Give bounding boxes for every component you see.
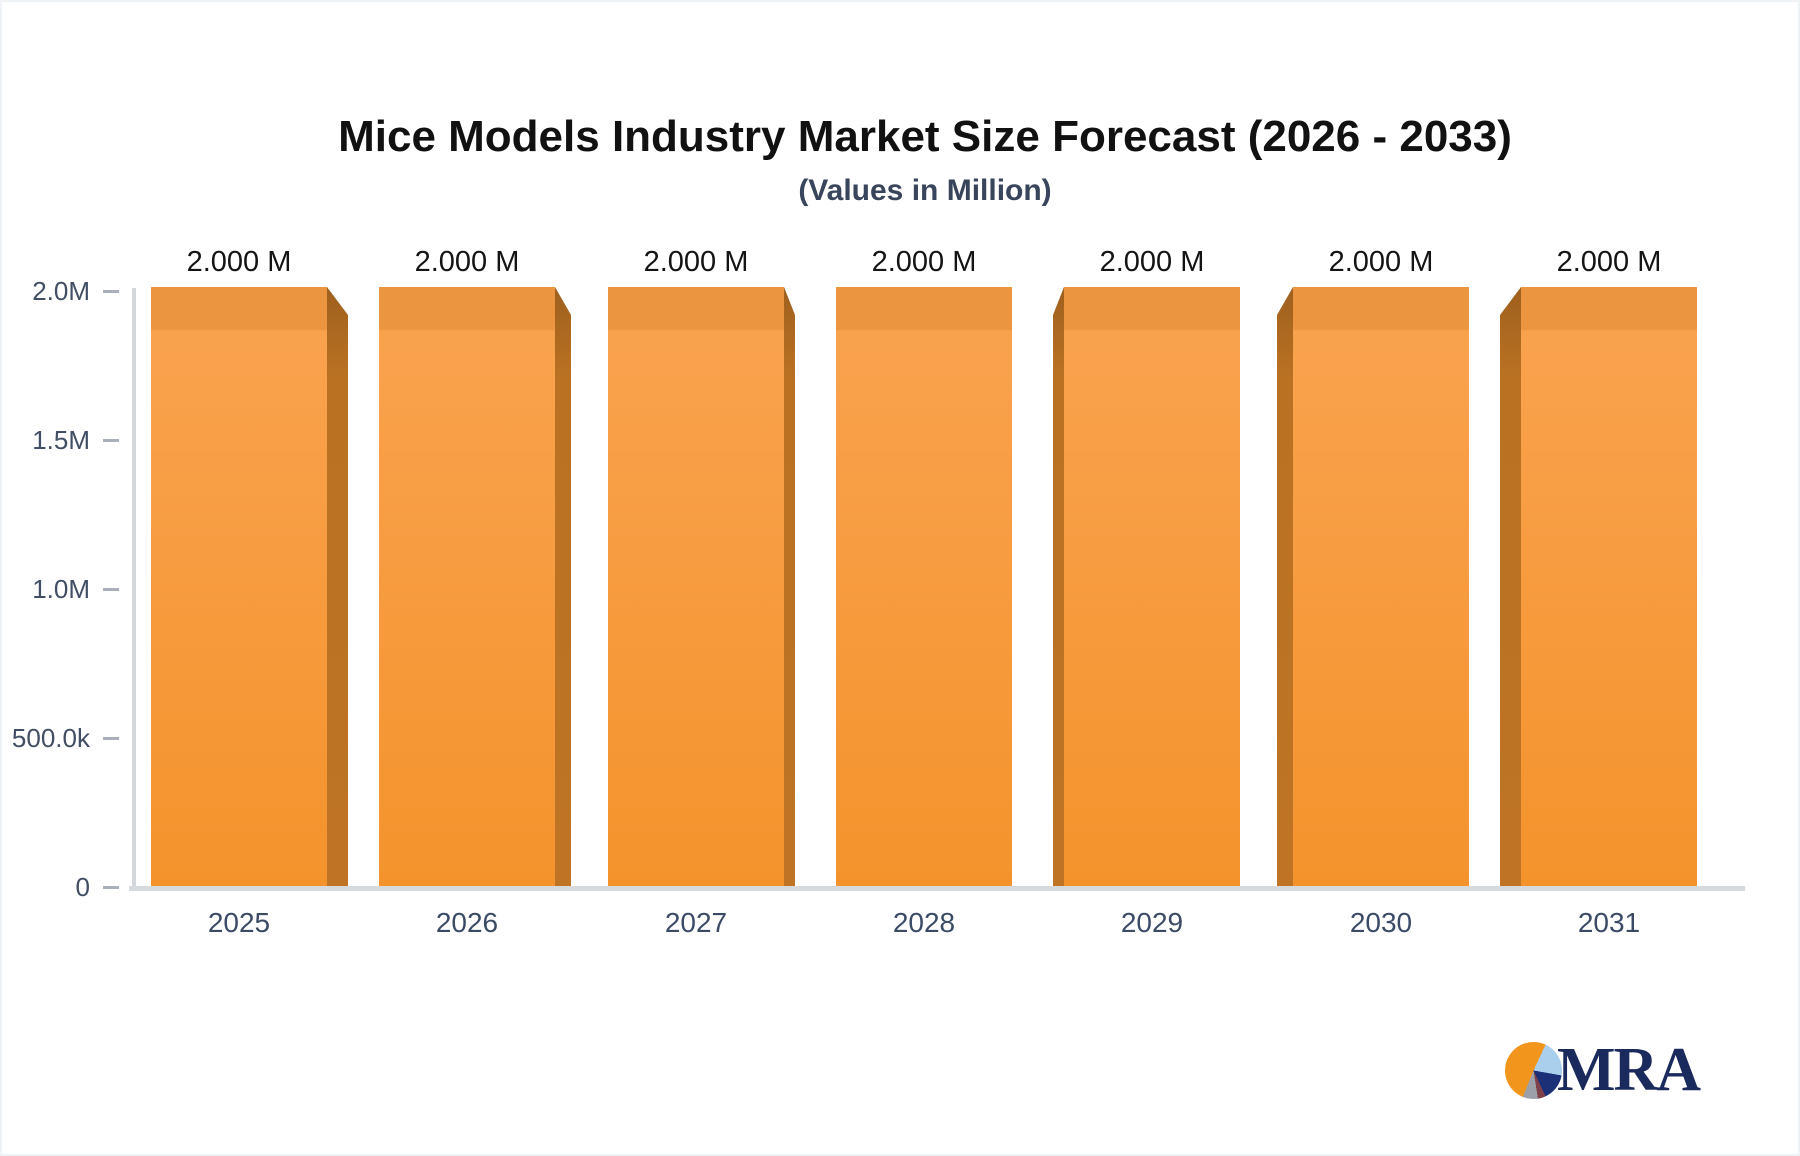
x-tick-label: 2025 bbox=[207, 907, 271, 938]
y-tick-label: 1.0M bbox=[32, 574, 90, 604]
bar-value-label: 2.000 M bbox=[1099, 246, 1205, 278]
bar-2025: 2.000 M 2025 bbox=[151, 246, 348, 938]
y-tick-mark bbox=[103, 439, 119, 442]
bar-face bbox=[1293, 287, 1469, 887]
bar-face bbox=[379, 287, 555, 887]
bar-3d-side bbox=[1277, 287, 1293, 887]
x-tick-label: 2026 bbox=[435, 907, 499, 938]
bar-face bbox=[1064, 287, 1240, 887]
x-tick-label: 2029 bbox=[1120, 907, 1184, 938]
y-tick-mark bbox=[103, 290, 119, 293]
bar-value-label: 2.000 M bbox=[414, 246, 520, 278]
bar-face bbox=[836, 287, 1012, 887]
bar-3d-side bbox=[327, 287, 348, 887]
bar-value-label: 2.000 M bbox=[871, 246, 977, 278]
bar-value-label: 2.000 M bbox=[186, 246, 292, 278]
y-tick-label: 1.5M bbox=[32, 425, 90, 455]
bar-3d-side bbox=[1053, 287, 1064, 887]
x-tick-label: 2028 bbox=[892, 907, 956, 938]
y-tick-mark bbox=[103, 886, 119, 889]
bar-2029: 2.000 M 2029 bbox=[1053, 246, 1240, 938]
bar-2028: 2.000 M 2028 bbox=[836, 246, 1012, 938]
x-tick-label: 2027 bbox=[664, 907, 728, 938]
y-tick-mark bbox=[103, 588, 119, 591]
bar-3d-side bbox=[784, 287, 795, 887]
bar-face bbox=[1521, 287, 1697, 887]
bar-value-label: 2.000 M bbox=[1328, 246, 1434, 278]
y-tick-label: 500.0k bbox=[11, 723, 90, 753]
y-tick-label: 2.0M bbox=[32, 276, 90, 306]
bar-2030: 2.000 M 2030 bbox=[1277, 246, 1469, 938]
pie-chart-logo-icon bbox=[1505, 1041, 1562, 1099]
bar-value-label: 2.000 M bbox=[1556, 246, 1662, 278]
bar-2026: 2.000 M 2026 bbox=[379, 246, 571, 938]
x-tick-label: 2031 bbox=[1577, 907, 1641, 938]
bar-3d-side bbox=[1500, 287, 1521, 887]
chart-title: Mice Models Industry Market Size Forecas… bbox=[338, 112, 1512, 161]
chart-subtitle: (Values in Million) bbox=[798, 174, 1052, 207]
brand-logo: MRA bbox=[1505, 1036, 1701, 1104]
bar-3d-side bbox=[555, 287, 571, 887]
y-tick-label: 0 bbox=[75, 872, 90, 902]
bar-value-label: 2.000 M bbox=[643, 246, 749, 278]
x-axis-line bbox=[129, 886, 1745, 891]
brand-logo-text: MRA bbox=[1557, 1036, 1701, 1104]
y-tick-mark bbox=[103, 737, 119, 740]
bar-2031: 2.000 M 2031 bbox=[1500, 246, 1697, 938]
y-axis-line bbox=[132, 288, 136, 888]
x-tick-label: 2030 bbox=[1349, 907, 1413, 938]
bar-face bbox=[151, 287, 327, 887]
bar-face bbox=[608, 287, 784, 887]
bar-2027: 2.000 M 2027 bbox=[608, 246, 795, 938]
